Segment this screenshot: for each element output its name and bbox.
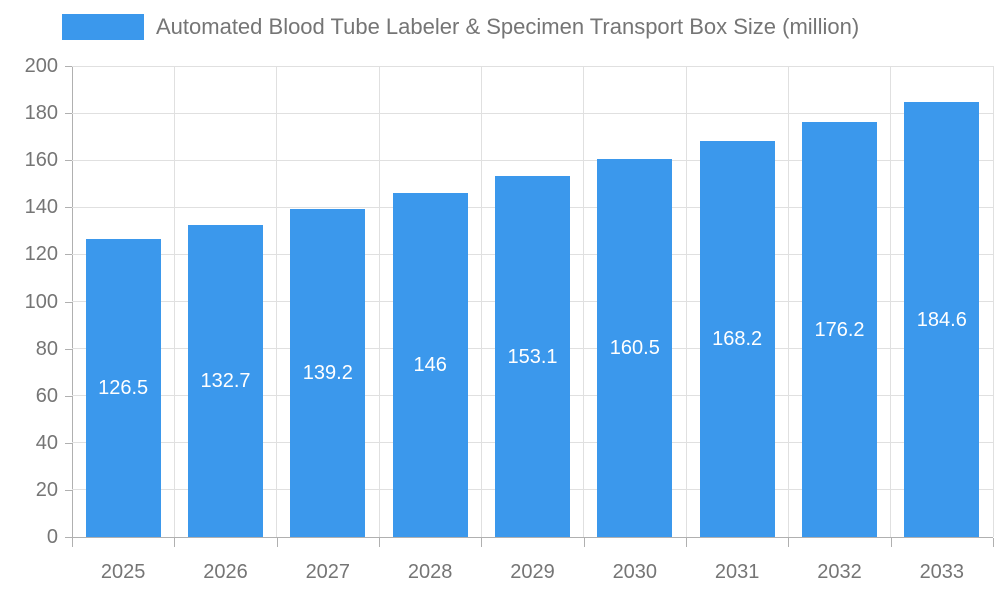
gridline-vertical (685, 66, 687, 537)
y-axis-tick-label: 160 (24, 149, 58, 172)
bar-2029[interactable]: 153.1 (495, 176, 570, 537)
x-axis-tick-label: 2027 (305, 561, 351, 583)
gridline-vertical (480, 66, 482, 537)
x-axis-tick-label: 2031 (714, 561, 760, 583)
bar-value-label: 153.1 (507, 345, 558, 368)
y-axis-tick (65, 66, 72, 67)
bar-value-label: 168.2 (712, 327, 763, 350)
x-axis-tick-label: 2026 (203, 561, 248, 583)
y-axis-tick (65, 489, 72, 491)
bar-value-label: 176.2 (814, 318, 865, 341)
x-axis-tick (583, 538, 585, 547)
bar-2026[interactable]: 132.7 (188, 224, 263, 537)
bar-value-label: 139.2 (302, 362, 353, 385)
gridline-horizontal (72, 65, 993, 67)
bar-2033[interactable]: 184.6 (904, 102, 980, 537)
y-axis-tick-label: 80 (35, 337, 58, 360)
bar-2027[interactable]: 139.2 (290, 209, 366, 537)
bar-value-label: 160.5 (609, 337, 660, 360)
x-axis-tick (481, 538, 483, 547)
y-axis-tick (65, 207, 72, 209)
x-axis-tick (788, 538, 790, 547)
gridline-vertical (173, 66, 175, 537)
y-axis-tick-label: 200 (24, 55, 58, 77)
x-axis-tick-label: 2033 (919, 561, 965, 583)
legend-item[interactable]: Automated Blood Tube Labeler & Specimen … (62, 14, 859, 40)
gridline-vertical (276, 66, 278, 537)
y-axis-tick-label: 120 (24, 243, 58, 266)
y-axis-tick (65, 537, 72, 538)
gridline-vertical (890, 66, 892, 537)
x-axis-tick (890, 538, 892, 547)
x-axis-tick-label: 2025 (100, 561, 146, 583)
bar-2031[interactable]: 168.2 (699, 140, 775, 537)
bar-2028[interactable]: 146 (392, 193, 468, 537)
x-axis-tick (72, 538, 73, 547)
x-axis-tick (379, 538, 380, 547)
y-axis-tick (65, 254, 72, 256)
bar-value-label: 126.5 (98, 377, 149, 400)
y-axis-tick (65, 395, 72, 397)
legend-label: Automated Blood Tube Labeler & Specimen … (156, 14, 860, 39)
x-axis-line (72, 537, 993, 538)
gridline-vertical (378, 66, 380, 537)
y-axis-tick-label: 100 (24, 290, 58, 313)
y-axis-tick (65, 160, 72, 162)
x-axis-tick-label: 2029 (510, 561, 555, 583)
gridline-vertical (787, 66, 789, 537)
y-axis-tick (65, 442, 72, 444)
y-axis-tick-label: 60 (35, 384, 58, 407)
gridline-horizontal (72, 159, 993, 161)
x-axis-tick (174, 538, 176, 547)
x-axis-tick-label: 2030 (612, 561, 658, 583)
y-axis-tick (65, 348, 72, 350)
bar-2025[interactable]: 126.5 (85, 239, 161, 537)
gridline-horizontal (72, 112, 993, 114)
bar-value-label: 132.7 (200, 369, 251, 392)
y-axis-tick-label: 140 (24, 196, 58, 219)
x-axis-tick (276, 538, 278, 547)
y-axis-tick-label: 40 (35, 431, 58, 454)
x-axis-tick (686, 538, 687, 547)
bar-value-label: 146 (413, 354, 447, 377)
y-axis-tick-label: 20 (35, 478, 58, 501)
gridline-vertical (992, 66, 994, 537)
y-axis-tick-label: 0 (46, 526, 58, 548)
legend-swatch (62, 14, 144, 40)
x-axis-tick-label: 2032 (817, 561, 862, 583)
bar-2032[interactable]: 176.2 (802, 122, 877, 537)
x-axis-tick (993, 538, 994, 547)
y-axis-tick (65, 301, 72, 303)
y-axis-tick-label: 180 (24, 102, 58, 125)
bar-value-label: 184.6 (916, 308, 967, 331)
plot-area: 126.5 132.7 139.2 146 153.1 160.5 168.2 176.2 18… (72, 65, 994, 537)
x-axis-tick-label: 2028 (407, 561, 453, 583)
y-axis-tick (65, 113, 72, 115)
bar-2030[interactable]: 160.5 (597, 159, 673, 537)
gridline-vertical (583, 66, 585, 537)
